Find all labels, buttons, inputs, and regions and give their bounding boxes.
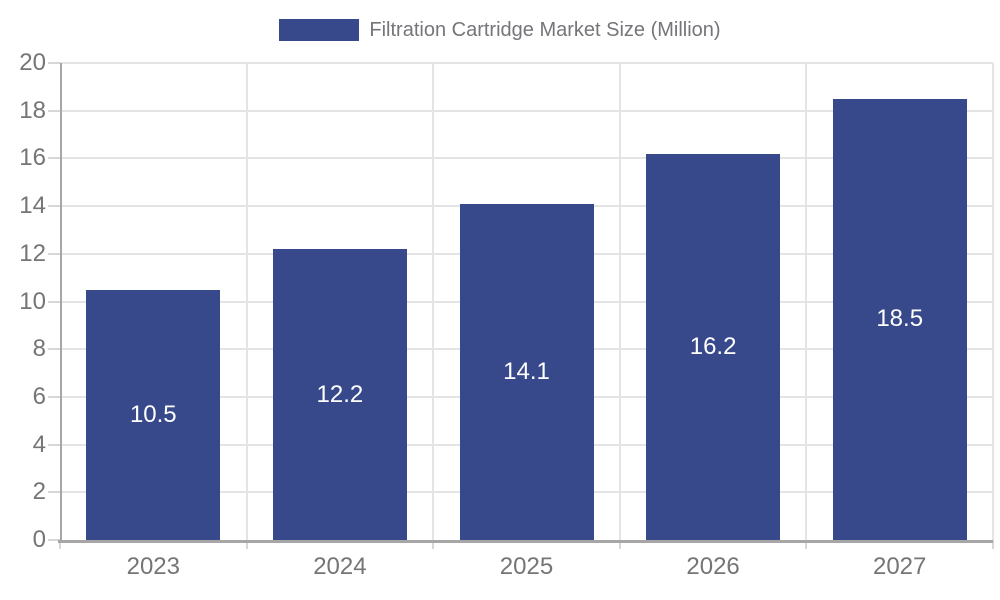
y-axis-tick	[48, 157, 60, 160]
y-tick-label: 12	[19, 239, 46, 267]
x-tick-label: 2023	[126, 553, 180, 580]
x-axis-line	[58, 540, 993, 543]
x-axis-tick	[618, 540, 621, 549]
x-tick-label: 2024	[313, 553, 367, 580]
x-tick-label: 2025	[499, 553, 554, 580]
x-axis-tick	[245, 540, 248, 549]
y-tick-label: 8	[32, 335, 46, 363]
x-tick-label: 2026	[686, 553, 740, 580]
bar-2027[interactable]: 18.5	[832, 98, 967, 540]
y-axis-tick	[48, 443, 60, 446]
y-axis-line	[60, 63, 62, 540]
gridline-vertical	[432, 63, 435, 540]
gridline-horizontal	[60, 109, 993, 112]
y-tick-label: 2	[32, 478, 46, 506]
bar-2026[interactable]: 16.2	[646, 153, 781, 540]
y-axis-tick	[48, 252, 60, 255]
legend-label: Filtration Cartridge Market Size (Millio…	[369, 19, 721, 41]
bar-2023[interactable]: 10.5	[86, 289, 221, 540]
gridline-vertical	[618, 63, 621, 540]
y-tick-label: 20	[19, 49, 46, 76]
y-tick-label: 16	[19, 144, 46, 172]
legend[interactable]: Filtration Cartridge Market Size (Millio…	[0, 18, 1000, 42]
x-axis-tick	[432, 540, 435, 549]
bar-value-label: 12.2	[316, 380, 364, 408]
y-axis-tick	[48, 395, 60, 398]
gridline-vertical	[805, 63, 808, 540]
bar-value-label: 14.1	[503, 357, 550, 385]
gridline-vertical	[992, 63, 994, 540]
y-tick-label: 10	[19, 287, 46, 315]
y-tick-label: 18	[19, 96, 46, 124]
y-axis-tick	[48, 348, 60, 351]
gridline-vertical	[245, 63, 248, 540]
plot-area: 10.5 12.2 14.1 16.2 18.5	[48, 62, 994, 549]
bar-value-label: 18.5	[876, 305, 924, 333]
y-axis-tick	[48, 109, 60, 112]
y-axis-tick	[48, 300, 60, 303]
x-tick-label: 2027	[872, 553, 927, 580]
x-axis-tick	[805, 540, 808, 549]
y-tick-label: 4	[32, 430, 46, 458]
y-axis-tick	[48, 205, 60, 208]
x-axis-tick	[59, 540, 61, 549]
legend-swatch	[279, 19, 360, 41]
y-axis-tick	[48, 62, 60, 64]
bar-value-label: 16.2	[689, 332, 737, 360]
bar-value-label: 10.5	[129, 400, 177, 428]
gridline-horizontal	[60, 157, 993, 160]
x-axis-tick	[992, 540, 994, 549]
y-axis-tick	[48, 491, 60, 494]
y-tick-label: 6	[32, 382, 46, 410]
bar-2024[interactable]: 12.2	[272, 249, 407, 540]
y-tick-label: 0	[32, 526, 46, 553]
gridline-horizontal	[60, 62, 993, 64]
y-tick-label: 14	[19, 192, 46, 220]
y-axis-tick	[48, 539, 60, 541]
bar-2025[interactable]: 14.1	[459, 203, 594, 540]
